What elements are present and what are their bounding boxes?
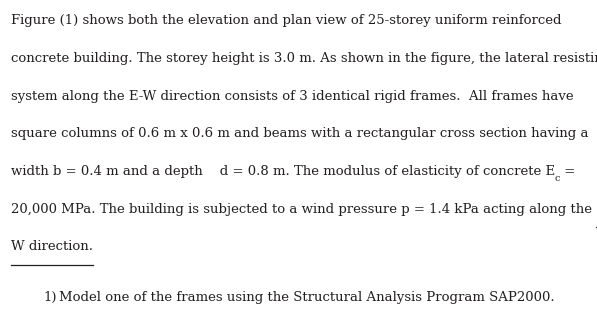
Text: 20,000 MPa. The building is subjected to a wind pressure p = 1.4 kPa acting alon: 20,000 MPa. The building is subjected to…	[11, 203, 596, 216]
Text: 1): 1)	[43, 291, 57, 304]
Text: Model one of the frames using the Structural Analysis Program SAP2000.: Model one of the frames using the Struct…	[59, 291, 554, 304]
Text: system along the E-W direction consists of 3 identical rigid frames.  All frames: system along the E-W direction consists …	[11, 90, 573, 103]
Text: c: c	[555, 174, 561, 183]
Text: 20,000 MPa. The building is subjected to a wind pressure p = 1.4 kPa acting alon: 20,000 MPa. The building is subjected to…	[11, 203, 597, 216]
Text: concrete building. The storey height is 3.0 m. As shown in the figure, the later: concrete building. The storey height is …	[11, 52, 597, 65]
Text: square columns of 0.6 m x 0.6 m and beams with a rectangular cross section havin: square columns of 0.6 m x 0.6 m and beam…	[11, 127, 588, 140]
Text: width b = 0.4 m and a depth    d = 0.8 m. The modulus of elasticity of concrete : width b = 0.4 m and a depth d = 0.8 m. T…	[11, 165, 555, 178]
Text: =: =	[561, 165, 576, 178]
Text: c: c	[555, 174, 561, 183]
Text: W direction.: W direction.	[11, 240, 93, 253]
Text: 20,000 MPa. The building is subjected to a wind pressure p = 1.4 kPa acting alon: 20,000 MPa. The building is subjected to…	[11, 203, 597, 216]
Text: Figure (1) shows both the elevation and plan view of 25-storey uniform reinforce: Figure (1) shows both the elevation and …	[11, 14, 561, 27]
